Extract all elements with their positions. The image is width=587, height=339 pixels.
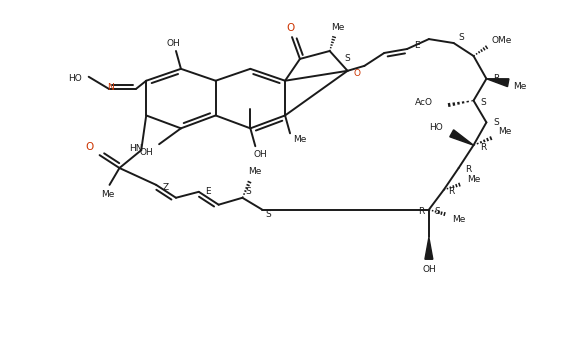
Text: R: R [418,207,424,216]
Text: S: S [434,207,440,216]
Text: Me: Me [467,175,480,184]
Text: R: R [493,74,500,83]
Text: AcO: AcO [415,98,433,107]
Text: S: S [494,118,499,127]
Text: Me: Me [101,190,114,199]
Text: OH: OH [422,265,436,274]
Text: R: R [480,143,487,152]
Text: HO: HO [68,74,82,83]
Text: Me: Me [331,23,345,32]
Text: Me: Me [498,127,512,136]
Text: E: E [414,41,420,49]
Polygon shape [487,79,509,87]
Text: OH: OH [254,149,267,159]
Text: Me: Me [248,167,261,177]
Text: N: N [107,83,114,92]
Text: S: S [481,98,486,107]
Text: Me: Me [452,215,465,224]
Text: S: S [265,210,271,219]
Text: OH: OH [166,39,180,47]
Text: R: R [465,165,472,175]
Text: O: O [286,23,294,33]
Text: S: S [345,55,350,63]
Text: S: S [245,187,251,196]
Text: OH: OH [139,148,153,157]
Text: HN: HN [130,144,143,153]
Text: Me: Me [514,82,527,91]
Text: O: O [354,69,361,78]
Text: E: E [205,187,211,196]
Text: OMe: OMe [491,36,511,44]
Polygon shape [450,130,474,145]
Polygon shape [425,237,433,259]
Text: Me: Me [294,135,306,144]
Text: Z: Z [163,183,169,192]
Text: S: S [458,33,464,42]
Text: O: O [86,142,94,152]
Text: HO: HO [429,123,443,132]
Text: R: R [448,187,455,196]
